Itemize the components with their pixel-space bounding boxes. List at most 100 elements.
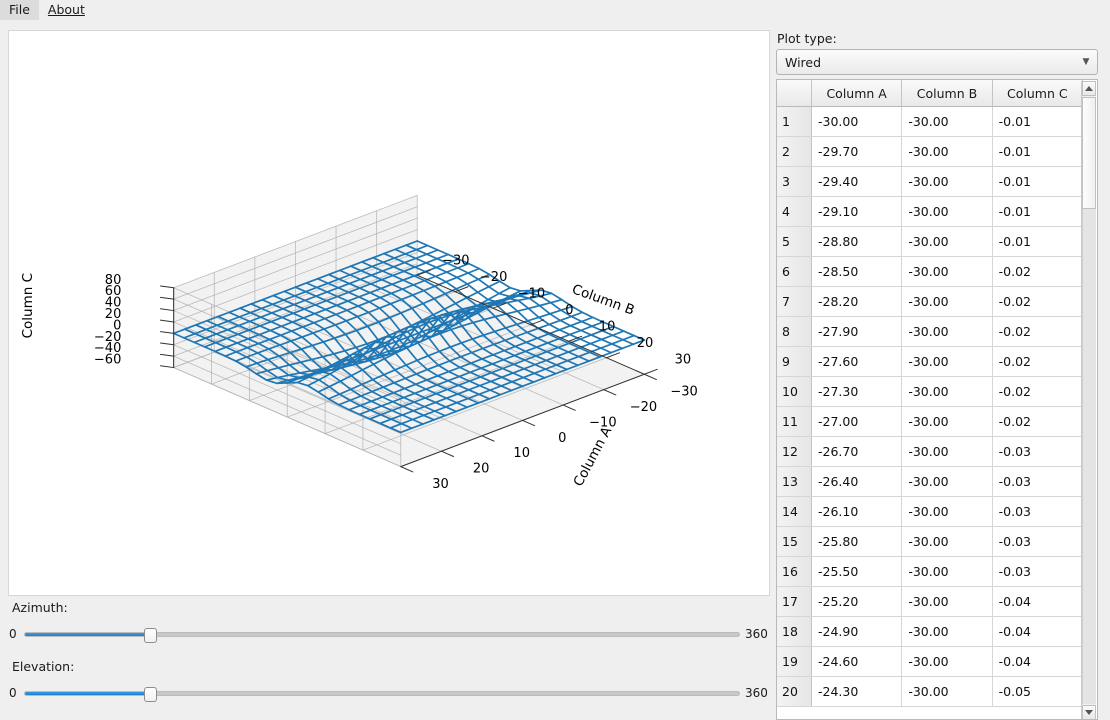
cell-column-b[interactable]: -30.00: [901, 406, 993, 437]
scroll-up-icon[interactable]: [1082, 81, 1096, 96]
table-row[interactable]: 14 -26.10 -30.00 -0.03: [777, 496, 1084, 527]
cell-column-b[interactable]: -30.00: [901, 436, 993, 467]
cell-column-a[interactable]: -29.40: [811, 166, 903, 197]
cell-column-b[interactable]: -30.00: [901, 166, 993, 197]
cell-column-a[interactable]: -30.00: [811, 106, 903, 137]
cell-column-a[interactable]: -29.70: [811, 136, 903, 167]
cell-column-c[interactable]: -0.03: [992, 496, 1084, 527]
table-row[interactable]: 19 -24.60 -30.00 -0.04: [777, 646, 1084, 677]
column-header-a[interactable]: Column A: [811, 80, 903, 107]
cell-column-b[interactable]: -30.00: [901, 646, 993, 677]
table-row[interactable]: 7 -28.20 -30.00 -0.02: [777, 286, 1084, 317]
cell-column-b[interactable]: -30.00: [901, 376, 993, 407]
elevation-slider[interactable]: [24, 687, 740, 702]
table-row[interactable]: 17 -25.20 -30.00 -0.04: [777, 586, 1084, 617]
cell-column-b[interactable]: -30.00: [901, 346, 993, 377]
cell-column-c[interactable]: -0.02: [992, 346, 1084, 377]
table-row[interactable]: 16 -25.50 -30.00 -0.03: [777, 556, 1084, 587]
cell-column-c[interactable]: -0.04: [992, 616, 1084, 647]
table-row[interactable]: 8 -27.90 -30.00 -0.02: [777, 316, 1084, 347]
cell-column-c[interactable]: -0.03: [992, 526, 1084, 557]
cell-column-a[interactable]: -25.80: [811, 526, 903, 557]
cell-column-b[interactable]: -30.00: [901, 556, 993, 587]
cell-column-b[interactable]: -30.00: [901, 496, 993, 527]
cell-column-b[interactable]: -30.00: [901, 526, 993, 557]
cell-column-a[interactable]: -27.90: [811, 316, 903, 347]
column-header-b[interactable]: Column B: [901, 80, 993, 107]
cell-column-a[interactable]: -26.70: [811, 436, 903, 467]
azimuth-slider-handle[interactable]: [144, 628, 158, 643]
table-row[interactable]: 13 -26.40 -30.00 -0.03: [777, 466, 1084, 497]
cell-column-c[interactable]: -0.01: [992, 136, 1084, 167]
cell-column-a[interactable]: -28.80: [811, 226, 903, 257]
cell-column-a[interactable]: -26.40: [811, 466, 903, 497]
cell-column-c[interactable]: -0.02: [992, 376, 1084, 407]
cell-column-b[interactable]: -30.00: [901, 196, 993, 227]
scrollbar-thumb[interactable]: [1082, 97, 1096, 209]
cell-column-c[interactable]: -0.01: [992, 196, 1084, 227]
cell-column-b[interactable]: -30.00: [901, 616, 993, 647]
column-header-c[interactable]: Column C: [992, 80, 1084, 107]
cell-column-a[interactable]: -28.20: [811, 286, 903, 317]
cell-column-c[interactable]: -0.01: [992, 106, 1084, 137]
plot-type-select[interactable]: Wired ▼: [776, 49, 1098, 75]
triangle-up-glyph: [1085, 86, 1093, 91]
cell-column-b[interactable]: -30.00: [901, 676, 993, 707]
cell-column-c[interactable]: -0.02: [992, 256, 1084, 287]
cell-column-a[interactable]: -25.50: [811, 556, 903, 587]
cell-column-c[interactable]: -0.01: [992, 226, 1084, 257]
cell-column-b[interactable]: -30.00: [901, 136, 993, 167]
menu-item-about[interactable]: About: [39, 0, 94, 20]
cell-column-c[interactable]: -0.04: [992, 646, 1084, 677]
cell-column-b[interactable]: -30.00: [901, 286, 993, 317]
table-row[interactable]: 1 -30.00 -30.00 -0.01: [777, 106, 1084, 137]
elevation-slider-handle[interactable]: [144, 687, 158, 702]
cell-column-a[interactable]: -28.50: [811, 256, 903, 287]
cell-column-c[interactable]: -0.02: [992, 406, 1084, 437]
scrollbar-trough[interactable]: [1082, 209, 1096, 704]
cell-column-a[interactable]: -24.90: [811, 616, 903, 647]
scroll-down-icon[interactable]: [1082, 705, 1096, 719]
cell-column-c[interactable]: -0.03: [992, 436, 1084, 467]
cell-column-a[interactable]: -26.10: [811, 496, 903, 527]
table-row[interactable]: 12 -26.70 -30.00 -0.03: [777, 436, 1084, 467]
table-row[interactable]: 2 -29.70 -30.00 -0.01: [777, 136, 1084, 167]
cell-column-a[interactable]: -29.10: [811, 196, 903, 227]
table-row[interactable]: 18 -24.90 -30.00 -0.04: [777, 616, 1084, 647]
table-row[interactable]: 20 -24.30 -30.00 -0.05: [777, 676, 1084, 707]
table-row[interactable]: 9 -27.60 -30.00 -0.02: [777, 346, 1084, 377]
cell-column-b[interactable]: -30.00: [901, 226, 993, 257]
cell-column-b[interactable]: -30.00: [901, 466, 993, 497]
cell-column-a[interactable]: -27.30: [811, 376, 903, 407]
data-table-container[interactable]: Column A Column B Column C 1 -30.00 -30.00…: [776, 79, 1098, 720]
svg-text:−40: −40: [94, 341, 121, 356]
cell-column-c[interactable]: -0.02: [992, 286, 1084, 317]
azimuth-slider[interactable]: [24, 628, 740, 643]
table-row[interactable]: 3 -29.40 -30.00 -0.01: [777, 166, 1084, 197]
table-row[interactable]: 11 -27.00 -30.00 -0.02: [777, 406, 1084, 437]
table-row[interactable]: 5 -28.80 -30.00 -0.01: [777, 226, 1084, 257]
table-row[interactable]: 6 -28.50 -30.00 -0.02: [777, 256, 1084, 287]
cell-column-c[interactable]: -0.05: [992, 676, 1084, 707]
menu-item-file[interactable]: File: [0, 0, 39, 20]
cell-column-a[interactable]: -25.20: [811, 586, 903, 617]
table-row[interactable]: 15 -25.80 -30.00 -0.03: [777, 526, 1084, 557]
cell-column-b[interactable]: -30.00: [901, 106, 993, 137]
cell-column-a[interactable]: -24.30: [811, 676, 903, 707]
cell-column-a[interactable]: -27.60: [811, 346, 903, 377]
cell-column-c[interactable]: -0.03: [992, 556, 1084, 587]
table-vertical-scrollbar[interactable]: [1081, 81, 1096, 719]
cell-column-a[interactable]: -24.60: [811, 646, 903, 677]
cell-column-a[interactable]: -27.00: [811, 406, 903, 437]
cell-column-c[interactable]: -0.02: [992, 316, 1084, 347]
cell-column-c[interactable]: -0.04: [992, 586, 1084, 617]
plot-canvas[interactable]: −30 −20 −10 0 10 20 30 −30 −20 −10 0 10 20 30 80 60 40 20…: [8, 30, 770, 596]
table-row[interactable]: 4 -29.10 -30.00 -0.01: [777, 196, 1084, 227]
table-row[interactable]: 10 -27.30 -30.00 -0.02: [777, 376, 1084, 407]
table-corner-header[interactable]: [777, 80, 812, 107]
cell-column-c[interactable]: -0.03: [992, 466, 1084, 497]
cell-column-b[interactable]: -30.00: [901, 256, 993, 287]
cell-column-b[interactable]: -30.00: [901, 316, 993, 347]
cell-column-c[interactable]: -0.01: [992, 166, 1084, 197]
cell-column-b[interactable]: -30.00: [901, 586, 993, 617]
